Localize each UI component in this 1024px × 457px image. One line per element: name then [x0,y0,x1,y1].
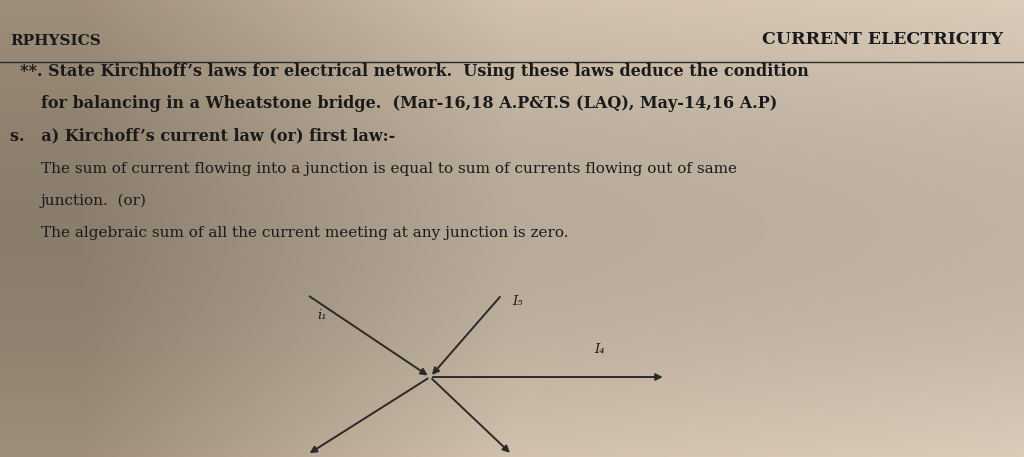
Text: RPHYSICS: RPHYSICS [10,34,101,48]
Text: I₅: I₅ [512,295,522,308]
Text: s.   a) Kirchoff’s current law (or) first law:-: s. a) Kirchoff’s current law (or) first … [10,127,395,144]
Text: for balancing in a Wheatstone bridge.  (Mar-16,18 A.P&T.S (LAQ), May-14,16 A.P): for balancing in a Wheatstone bridge. (M… [41,95,777,112]
Text: junction.  (or): junction. (or) [41,194,147,208]
Text: CURRENT ELECTRICITY: CURRENT ELECTRICITY [763,31,1004,48]
Text: i₁: i₁ [317,309,328,322]
Text: The algebraic sum of all the current meeting at any junction is zero.: The algebraic sum of all the current mee… [41,226,568,240]
Text: I₄: I₄ [594,343,604,356]
Text: The sum of current flowing into a junction is equal to sum of currents flowing o: The sum of current flowing into a juncti… [41,162,737,176]
Text: **. State Kirchhoff’s laws for electrical network.  Using these laws deduce the : **. State Kirchhoff’s laws for electrica… [20,63,809,80]
